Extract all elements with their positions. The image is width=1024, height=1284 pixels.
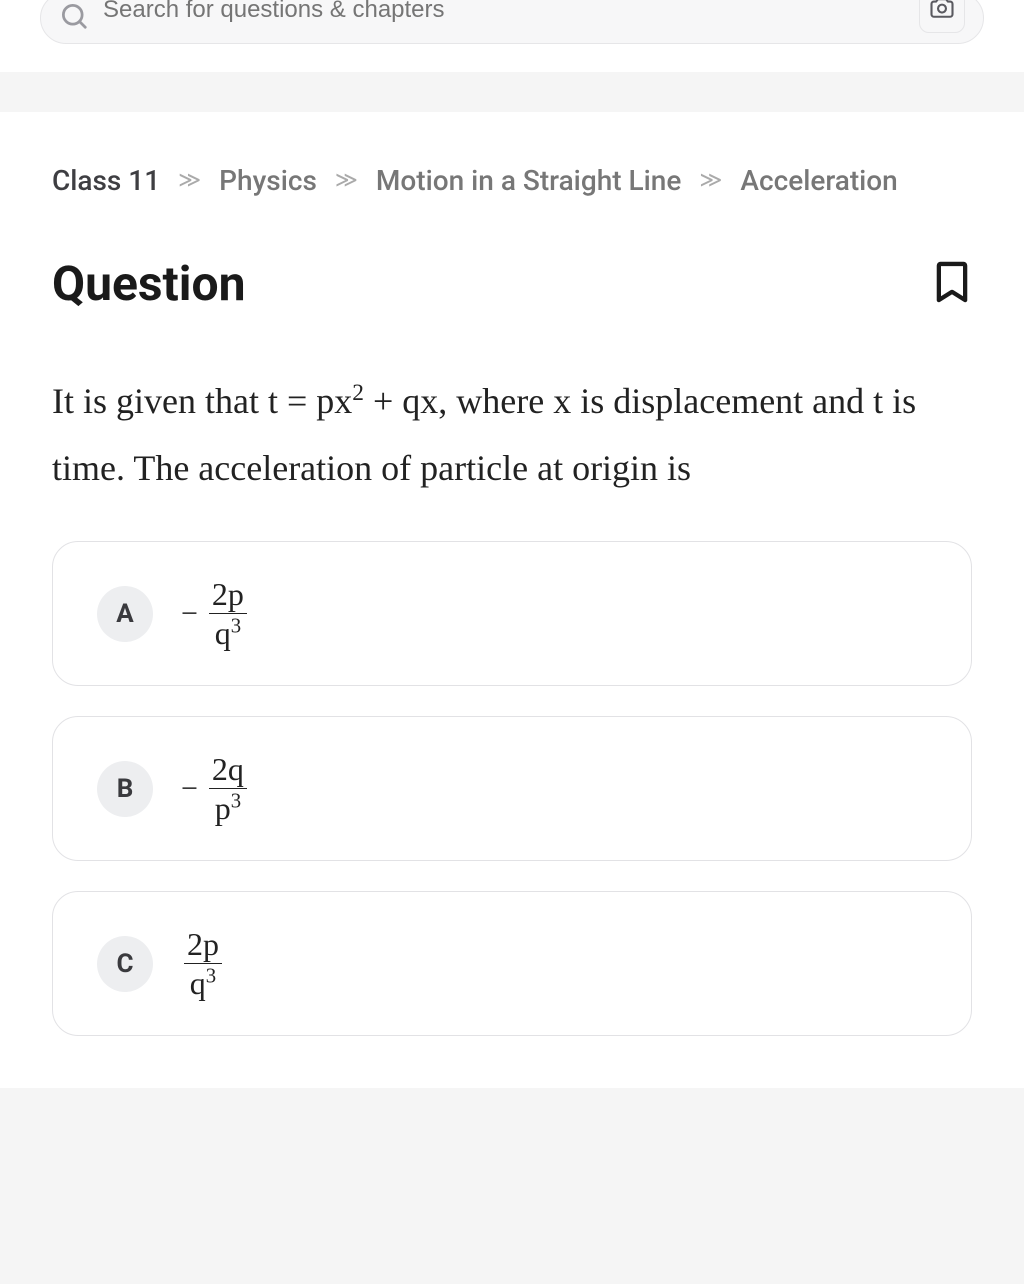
option-formula: −2qp3 [181,753,250,824]
search-input[interactable] [103,0,919,24]
option-letter: A [97,586,153,642]
search-icon [59,1,89,35]
option-letter: C [97,936,153,992]
option-letter: B [97,761,153,817]
breadcrumb-item[interactable]: Motion in a Straight Line [376,164,681,197]
option-formula: −2pq3 [181,578,250,649]
option-card[interactable]: B −2qp3 [52,716,972,861]
chevron-right-icon: ≫ [178,168,201,193]
breadcrumb: Class 11 ≫ Physics ≫ Motion in a Straigh… [52,164,972,197]
question-text: It is given that t = px2 + qx, where x i… [52,368,972,501]
option-card[interactable]: C 2pq3 [52,891,972,1036]
options-list: A −2pq3 B −2qp3 C 2pq3 [52,541,972,1036]
chevron-right-icon: ≫ [699,168,722,193]
bookmark-icon[interactable] [932,259,972,309]
option-card[interactable]: A −2pq3 [52,541,972,686]
breadcrumb-item[interactable]: Acceleration [740,164,897,197]
chevron-right-icon: ≫ [335,168,358,193]
option-formula: 2pq3 [181,928,225,999]
camera-button[interactable] [919,0,965,33]
search-bar-container [0,0,1024,72]
breadcrumb-item[interactable]: Physics [219,164,317,197]
question-heading: Question [52,255,246,312]
content-panel: Class 11 ≫ Physics ≫ Motion in a Straigh… [0,112,1024,1088]
breadcrumb-item[interactable]: Class 11 [52,164,160,197]
search-bar[interactable] [40,0,984,44]
question-header: Question [52,255,972,312]
camera-icon [928,0,956,26]
